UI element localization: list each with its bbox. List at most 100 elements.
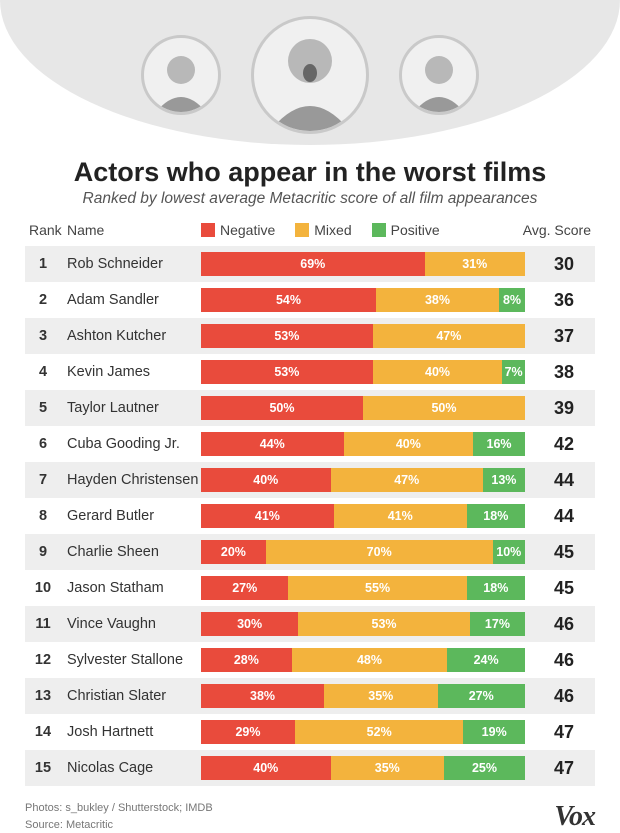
legend-label: Positive: [391, 222, 440, 238]
rank-cell: 14: [25, 724, 67, 740]
rank-cell: 5: [25, 400, 67, 416]
bar: 40%35%25%: [201, 756, 525, 780]
name-cell: Cuba Gooding Jr.: [67, 436, 201, 452]
score-cell: 46: [525, 686, 595, 707]
table-row: 10Jason Statham27%55%18%45: [25, 570, 595, 606]
name-cell: Gerard Butler: [67, 508, 201, 524]
bar-segment-mixed: 70%: [266, 540, 493, 564]
bar-segment-mixed: 38%: [376, 288, 499, 312]
table-row: 11Vince Vaughn30%53%17%46: [25, 606, 595, 642]
table-row: 5Taylor Lautner50%50%39: [25, 390, 595, 426]
actor-photo-2: [251, 16, 369, 134]
bar-segment-negative: 53%: [201, 324, 373, 348]
table-row: 6Cuba Gooding Jr.44%40%16%42: [25, 426, 595, 462]
bar-segment-positive: 18%: [467, 576, 525, 600]
bar: 44%40%16%: [201, 432, 525, 456]
bar-segment-mixed: 35%: [331, 756, 444, 780]
bar-segment-positive: 24%: [447, 648, 525, 672]
bar: 53%47%: [201, 324, 525, 348]
name-cell: Charlie Sheen: [67, 544, 201, 560]
table-body: 1Rob Schneider69%31%302Adam Sandler54%38…: [25, 246, 595, 786]
actor-photo-3: [399, 35, 479, 115]
table-row: 7Hayden Christensen40%47%13%44: [25, 462, 595, 498]
actor-photo-1: [141, 35, 221, 115]
table-row: 14Josh Hartnett29%52%19%47: [25, 714, 595, 750]
legend-item: Mixed: [295, 222, 351, 238]
score-cell: 30: [525, 254, 595, 275]
bar-segment-negative: 38%: [201, 684, 324, 708]
bar-segment-positive: 7%: [502, 360, 525, 384]
bar-segment-negative: 40%: [201, 468, 331, 492]
chart-container: Actors who appear in the worst films Ran…: [0, 0, 620, 833]
bar-segment-negative: 28%: [201, 648, 292, 672]
bar-segment-positive: 19%: [463, 720, 525, 744]
score-cell: 46: [525, 614, 595, 635]
bar-segment-mixed: 53%: [298, 612, 470, 636]
bar: 69%31%: [201, 252, 525, 276]
table-row: 2Adam Sandler54%38%8%36: [25, 282, 595, 318]
table-row: 4Kevin James53%40%7%38: [25, 354, 595, 390]
name-cell: Taylor Lautner: [67, 400, 201, 416]
bar-segment-negative: 54%: [201, 288, 376, 312]
bar-segment-mixed: 41%: [334, 504, 467, 528]
bar-segment-mixed: 47%: [373, 324, 525, 348]
source-credit: Source: Metacritic: [25, 817, 213, 833]
rank-cell: 12: [25, 652, 67, 668]
bar-segment-mixed: 50%: [363, 396, 525, 420]
name-cell: Adam Sandler: [67, 292, 201, 308]
bar: 38%35%27%: [201, 684, 525, 708]
bar-segment-mixed: 52%: [295, 720, 463, 744]
legend: Negative Mixed Positive: [201, 222, 513, 238]
score-cell: 45: [525, 578, 595, 599]
legend-swatch: [372, 223, 386, 237]
score-cell: 37: [525, 326, 595, 347]
score-cell: 44: [525, 506, 595, 527]
legend-label: Mixed: [314, 222, 351, 238]
table-row: 3Ashton Kutcher53%47%37: [25, 318, 595, 354]
rank-cell: 13: [25, 688, 67, 704]
score-cell: 46: [525, 650, 595, 671]
score-cell: 47: [525, 722, 595, 743]
bar: 40%47%13%: [201, 468, 525, 492]
rank-cell: 7: [25, 472, 67, 488]
bar-segment-mixed: 40%: [344, 432, 474, 456]
col-score-label: Avg. Score: [513, 222, 595, 238]
bar-segment-positive: 18%: [467, 504, 525, 528]
brand-logo: Vox: [554, 801, 595, 833]
rank-cell: 4: [25, 364, 67, 380]
header-photos: [0, 0, 620, 145]
rank-cell: 3: [25, 328, 67, 344]
name-cell: Kevin James: [67, 364, 201, 380]
bar-segment-negative: 53%: [201, 360, 373, 384]
bar: 29%52%19%: [201, 720, 525, 744]
table-row: 13Christian Slater38%35%27%46: [25, 678, 595, 714]
rank-cell: 10: [25, 580, 67, 596]
bar-segment-negative: 69%: [201, 252, 425, 276]
bar-segment-negative: 20%: [201, 540, 266, 564]
bar-segment-positive: 10%: [493, 540, 525, 564]
bar-segment-negative: 41%: [201, 504, 334, 528]
bar-segment-mixed: 55%: [288, 576, 466, 600]
score-cell: 42: [525, 434, 595, 455]
rank-cell: 8: [25, 508, 67, 524]
legend-item: Negative: [201, 222, 275, 238]
chart-subtitle: Ranked by lowest average Metacritic scor…: [25, 190, 595, 208]
rank-cell: 6: [25, 436, 67, 452]
table-row: 9Charlie Sheen20%70%10%45: [25, 534, 595, 570]
bar-segment-negative: 30%: [201, 612, 298, 636]
photo-credit: Photos: s_bukley / Shutterstock; IMDB: [25, 800, 213, 817]
bar: 53%40%7%: [201, 360, 525, 384]
rank-cell: 1: [25, 256, 67, 272]
bar-segment-mixed: 47%: [331, 468, 483, 492]
table-row: 1Rob Schneider69%31%30: [25, 246, 595, 282]
bar: 41%41%18%: [201, 504, 525, 528]
name-cell: Jason Statham: [67, 580, 201, 596]
rank-cell: 9: [25, 544, 67, 560]
name-cell: Sylvester Stallone: [67, 652, 201, 668]
bar: 20%70%10%: [201, 540, 525, 564]
rank-cell: 2: [25, 292, 67, 308]
score-cell: 45: [525, 542, 595, 563]
rank-cell: 11: [25, 616, 67, 632]
table-header: Rank Name NegativeMixedPositive Avg. Sco…: [25, 222, 595, 246]
bar-segment-mixed: 35%: [324, 684, 437, 708]
